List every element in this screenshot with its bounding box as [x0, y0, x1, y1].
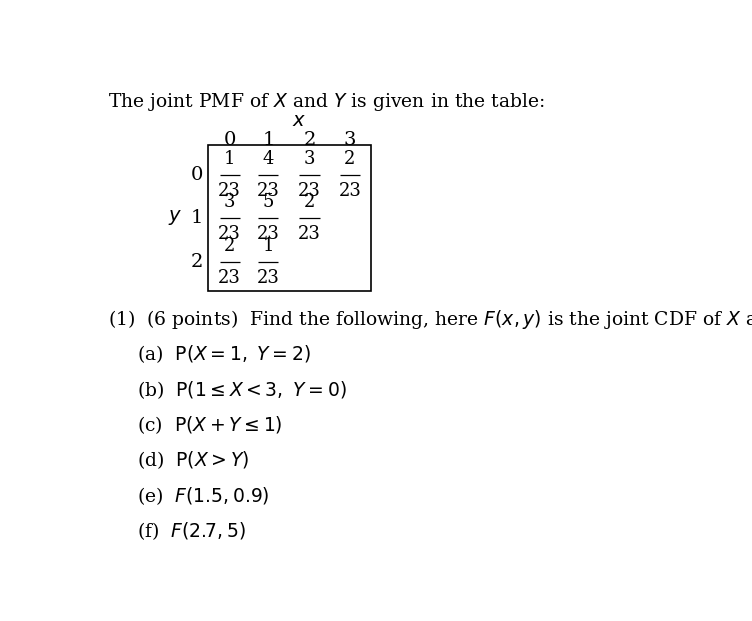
Text: 2: 2 — [304, 193, 315, 211]
Text: 0: 0 — [191, 166, 203, 184]
Text: $x$: $x$ — [293, 112, 307, 130]
Text: 23: 23 — [218, 225, 241, 243]
Text: 3: 3 — [224, 193, 235, 211]
Text: 23: 23 — [338, 183, 361, 201]
Text: 0: 0 — [223, 131, 236, 149]
Text: (c)  $\mathrm{P}(X+Y \leq 1)$: (c) $\mathrm{P}(X+Y \leq 1)$ — [137, 414, 282, 436]
Text: 2: 2 — [224, 237, 235, 255]
Text: 23: 23 — [257, 268, 280, 286]
Text: 1: 1 — [191, 209, 203, 227]
Text: 1: 1 — [262, 237, 274, 255]
Text: 23: 23 — [218, 183, 241, 201]
Text: (d)  $\mathrm{P}(X > Y)$: (d) $\mathrm{P}(X > Y)$ — [137, 450, 249, 471]
Text: 23: 23 — [298, 183, 321, 201]
Text: The joint PMF of $X$ and $Y$ is given in the table:: The joint PMF of $X$ and $Y$ is given in… — [108, 91, 545, 112]
Text: 2: 2 — [191, 253, 203, 271]
Text: (e)  $F(1.5, 0.9)$: (e) $F(1.5, 0.9)$ — [137, 485, 269, 507]
Text: 3: 3 — [344, 131, 356, 149]
Text: 4: 4 — [262, 150, 274, 168]
Text: 2: 2 — [344, 150, 356, 168]
Text: 2: 2 — [303, 131, 316, 149]
Text: 23: 23 — [298, 225, 321, 243]
Text: 5: 5 — [262, 193, 274, 211]
Text: (a)  $\mathrm{P}(X=1,\ Y=2)$: (a) $\mathrm{P}(X=1,\ Y=2)$ — [137, 343, 311, 365]
Text: 23: 23 — [257, 183, 280, 201]
Text: (1)  (6 points)  Find the following, here $F(x, y)$ is the joint CDF of $X$ and : (1) (6 points) Find the following, here … — [108, 308, 752, 331]
Text: (b)  $\mathrm{P}(1 \leq X < 3,\ Y=0)$: (b) $\mathrm{P}(1 \leq X < 3,\ Y=0)$ — [137, 379, 346, 401]
Text: 23: 23 — [257, 225, 280, 243]
Text: $y$: $y$ — [168, 208, 183, 227]
Text: 3: 3 — [304, 150, 315, 168]
Bar — [208, 145, 371, 291]
Text: 1: 1 — [262, 131, 274, 149]
Text: 1: 1 — [224, 150, 235, 168]
Text: (f)  $F(2.7, 5)$: (f) $F(2.7, 5)$ — [137, 520, 246, 542]
Text: 23: 23 — [218, 268, 241, 286]
